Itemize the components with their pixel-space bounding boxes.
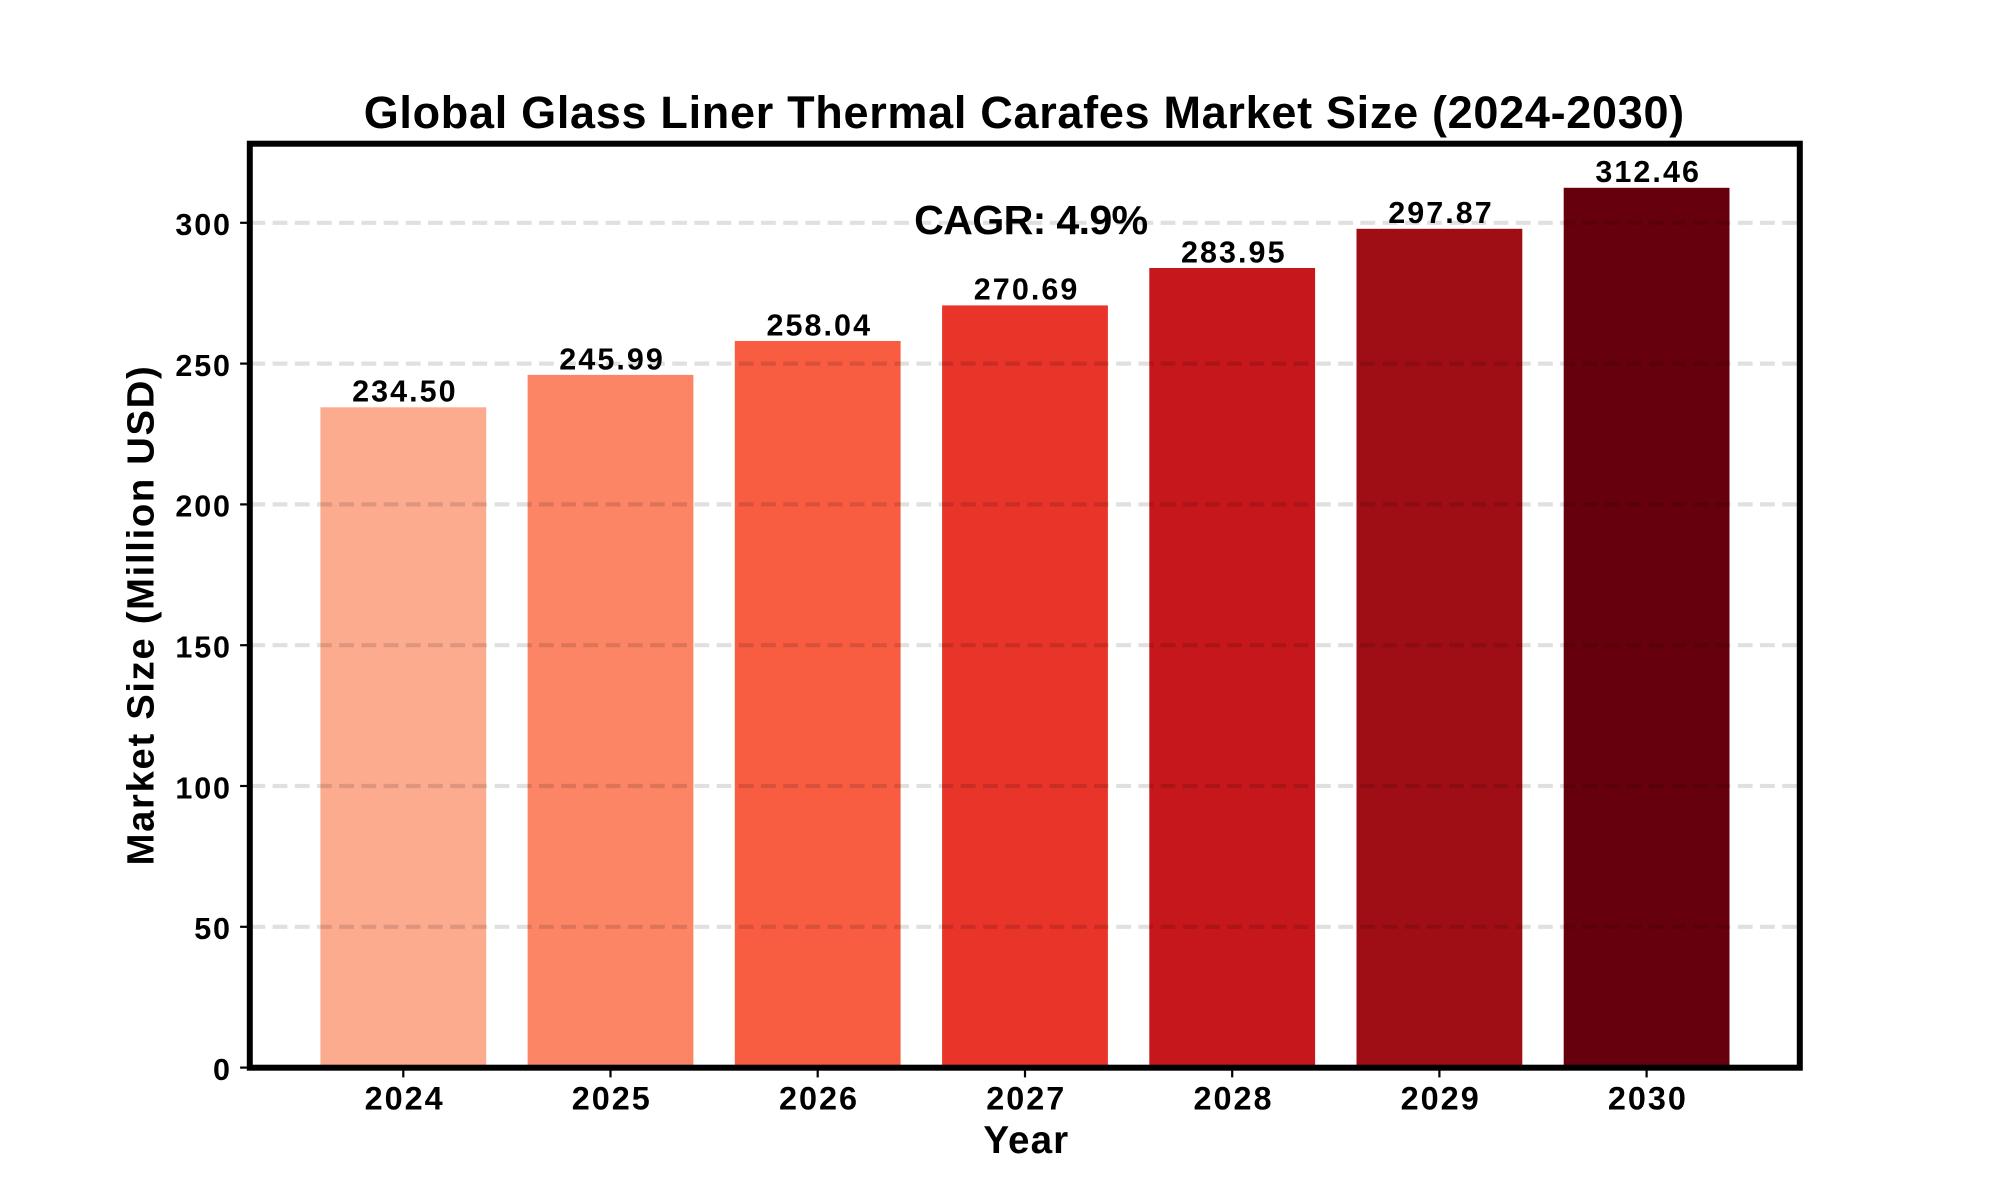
svg-text:300: 300 [175, 208, 232, 242]
svg-text:283.95: 283.95 [1181, 235, 1287, 269]
svg-text:258.04: 258.04 [767, 308, 873, 342]
svg-text:2026: 2026 [779, 1081, 859, 1117]
svg-text:100: 100 [175, 771, 232, 805]
svg-text:CAGR: 4.9%: CAGR: 4.9% [914, 197, 1147, 243]
svg-text:312.46: 312.46 [1595, 155, 1701, 189]
svg-text:2025: 2025 [572, 1081, 652, 1117]
svg-text:270.69: 270.69 [974, 273, 1080, 307]
svg-text:250: 250 [175, 349, 232, 383]
svg-text:2029: 2029 [1401, 1081, 1481, 1117]
svg-text:2024: 2024 [365, 1081, 445, 1117]
svg-text:2028: 2028 [1193, 1081, 1273, 1117]
svg-text:234.50: 234.50 [352, 375, 458, 409]
svg-text:245.99: 245.99 [559, 342, 665, 376]
svg-text:Market Size (Million USD): Market Size (Million USD) [120, 365, 163, 866]
svg-text:200: 200 [175, 490, 232, 524]
svg-text:Year: Year [983, 1119, 1069, 1162]
svg-text:2027: 2027 [986, 1081, 1066, 1117]
svg-text:50: 50 [194, 912, 232, 946]
svg-text:2030: 2030 [1608, 1081, 1688, 1117]
svg-text:Global Glass Liner Thermal Car: Global Glass Liner Thermal Carafes Marke… [364, 87, 1685, 138]
svg-text:150: 150 [175, 631, 232, 665]
svg-text:297.87: 297.87 [1388, 196, 1494, 230]
svg-text:0: 0 [213, 1053, 232, 1087]
